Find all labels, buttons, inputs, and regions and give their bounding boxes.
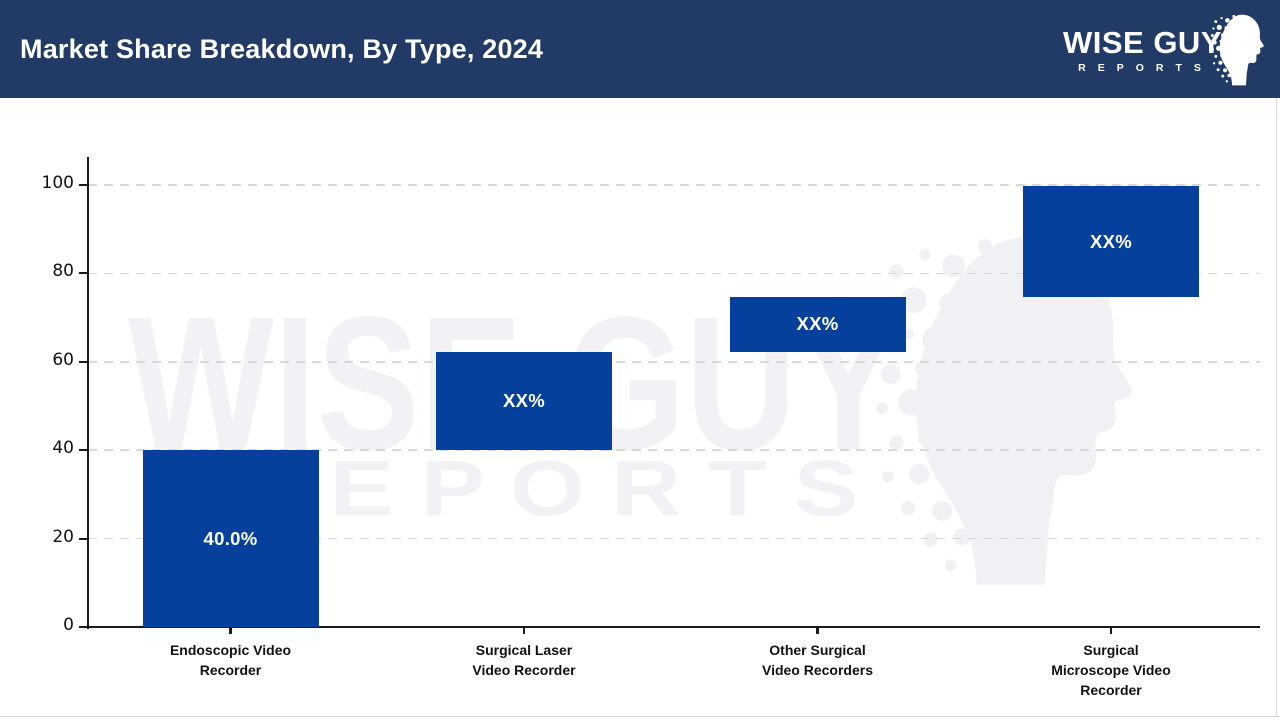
gridline <box>88 272 1260 275</box>
x-tick <box>1109 628 1113 634</box>
category-label-line: Video Recorders <box>761 662 873 678</box>
category-label-line: Other Surgical <box>769 642 866 658</box>
category-label-line: Endoscopic Video <box>169 642 292 658</box>
gridline <box>88 537 1260 540</box>
bottom-divider <box>0 715 1280 718</box>
y-tick <box>79 449 87 452</box>
category-label-line: Recorder <box>199 662 262 678</box>
bar: XX% <box>1023 186 1199 298</box>
right-divider <box>1275 98 1278 716</box>
bar-value-label: XX% <box>502 389 546 411</box>
y-tick-label: 80 <box>52 261 74 282</box>
bar-value-label: XX% <box>796 313 839 335</box>
category-label-line: Microscope Video <box>1051 662 1171 678</box>
y-tick <box>79 183 87 187</box>
logo-text: WISE GUY REPORTS <box>1063 27 1222 74</box>
logo-brand-text: WISE GUY <box>1062 24 1222 60</box>
category-label-line: Video Recorder <box>472 662 576 678</box>
bar: XX% <box>729 297 906 352</box>
y-tick-label: 0 <box>63 615 74 635</box>
y-tick-label: 60 <box>52 349 74 370</box>
x-tick <box>522 628 526 634</box>
category-label: Surgical Microscope Video Recorder <box>986 640 1236 700</box>
gridline <box>88 449 1260 452</box>
category-label: Surgical Laser Video Recorder <box>399 640 649 680</box>
wiseguy-head-icon <box>1210 14 1264 86</box>
y-tick-label: 100 <box>41 173 74 193</box>
y-tick-label: 20 <box>52 526 74 547</box>
y-tick-label: 40 <box>52 438 74 459</box>
y-tick <box>79 360 87 363</box>
x-tick <box>229 628 232 634</box>
logo-sub-text: REPORTS <box>1078 61 1213 74</box>
chart-header: Market Share Breakdown, By Type, 2024 WI… <box>0 0 1280 98</box>
bar: XX% <box>436 351 612 451</box>
x-tick <box>816 628 819 634</box>
y-axis-line <box>86 157 89 629</box>
y-tick <box>79 272 87 275</box>
y-tick <box>79 625 87 629</box>
category-label-line: Recorder <box>1080 682 1142 698</box>
category-label-line: Surgical Laser <box>475 642 573 658</box>
bar-value-label: XX% <box>1089 230 1133 252</box>
page-title: Market Share Breakdown, By Type, 2024 <box>20 33 544 64</box>
y-tick <box>79 537 87 540</box>
gridline <box>88 360 1260 363</box>
category-label-line: Surgical <box>1083 642 1139 658</box>
x-axis-line <box>86 625 1260 629</box>
gridline <box>88 184 1260 186</box>
bar: 40.0% <box>142 450 319 627</box>
category-label: Endoscopic Video Recorder <box>106 640 356 680</box>
category-label: Other Surgical Video Recorders <box>693 640 943 680</box>
bar-value-label: 40.0% <box>203 527 258 549</box>
wiseguy-logo: WISE GUY REPORTS <box>1063 11 1268 89</box>
